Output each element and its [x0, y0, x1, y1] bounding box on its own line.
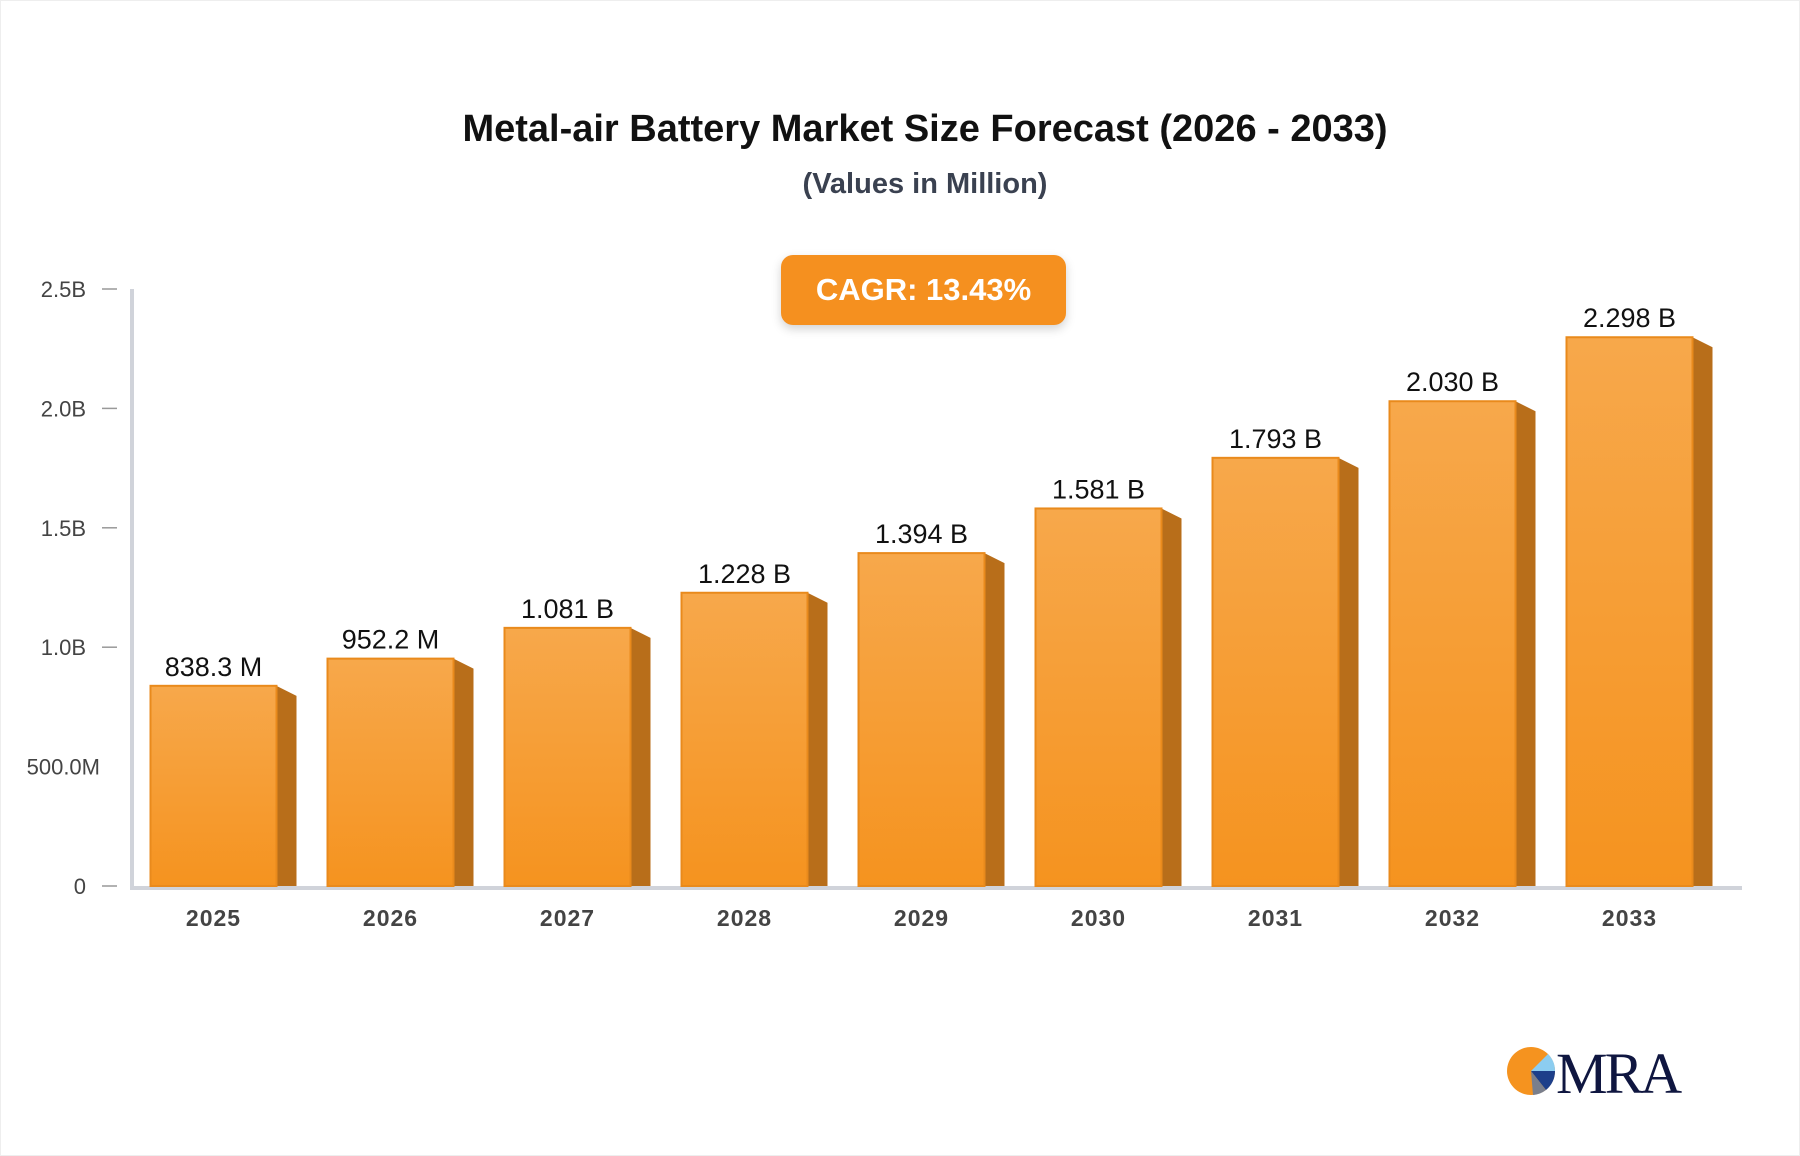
bar — [326, 657, 455, 887]
bar-group: 1.793 B 2031 — [1211, 424, 1359, 931]
bar-side — [276, 685, 297, 886]
bar-group: 1.394 B 2029 — [857, 519, 1005, 931]
bar-side — [807, 592, 828, 886]
x-tick-label: 2027 — [540, 905, 595, 931]
y-tick-label: 2.5B — [41, 277, 86, 302]
bar-group: 2.030 B 2032 — [1388, 367, 1536, 931]
bar-side — [1692, 337, 1713, 886]
x-tick-label: 2029 — [894, 905, 949, 931]
data-label: 1.081 B — [521, 594, 614, 624]
bar-group: 1.228 B 2028 — [680, 559, 828, 931]
bar — [857, 552, 986, 887]
bar-group: 1.581 B 2030 — [1034, 474, 1182, 931]
y-tick-label: 500.0M — [27, 755, 100, 780]
bar-side — [1161, 508, 1182, 886]
data-label: 1.394 B — [875, 519, 968, 549]
x-tick-label: 2032 — [1425, 905, 1480, 931]
y-tick-label: 1.5B — [41, 516, 86, 541]
x-tick-label: 2033 — [1602, 905, 1657, 931]
x-tick-label: 2026 — [363, 905, 418, 931]
bar-group: 2.298 B 2033 — [1565, 303, 1713, 931]
bar — [503, 626, 632, 887]
bar-side — [1338, 457, 1359, 886]
data-label: 952.2 M — [342, 625, 440, 655]
x-tick-label: 2030 — [1071, 905, 1126, 931]
bar — [1211, 456, 1340, 887]
bar-side — [453, 658, 474, 886]
bar — [680, 591, 809, 887]
bar — [1565, 336, 1694, 887]
bar-group: 838.3 M 2025 — [149, 652, 297, 931]
x-tick-label: 2025 — [186, 905, 241, 931]
x-tick-label: 2028 — [717, 905, 772, 931]
bar-side — [1515, 401, 1536, 886]
data-label: 1.793 B — [1229, 424, 1322, 454]
data-label: 1.581 B — [1052, 474, 1145, 504]
data-label: 1.228 B — [698, 559, 791, 589]
chart-title: Metal-air Battery Market Size Forecast (… — [462, 108, 1388, 150]
bar-side — [984, 553, 1005, 886]
mra-logo: MRA — [1507, 1041, 1685, 1100]
y-tick-label: 2.0B — [41, 396, 86, 421]
data-label: 838.3 M — [165, 652, 263, 682]
x-tick-label: 2031 — [1248, 905, 1303, 931]
y-tick-label: 1.0B — [41, 635, 86, 660]
bar-group: 1.081 B 2027 — [503, 594, 651, 931]
data-label: 2.298 B — [1583, 303, 1676, 333]
svg-text:MRA: MRA — [1556, 1041, 1682, 1100]
chart-subtitle: (Values in Million) — [802, 168, 1048, 200]
bar — [149, 684, 278, 887]
bar — [1034, 507, 1163, 887]
bar-side — [630, 627, 651, 886]
data-label: 2.030 B — [1406, 367, 1499, 397]
y-tick-label: 0 — [74, 874, 86, 899]
bar — [1388, 400, 1517, 887]
bar-group: 952.2 M 2026 — [326, 625, 474, 931]
cagr-badge: CAGR: 13.43% — [781, 255, 1066, 325]
